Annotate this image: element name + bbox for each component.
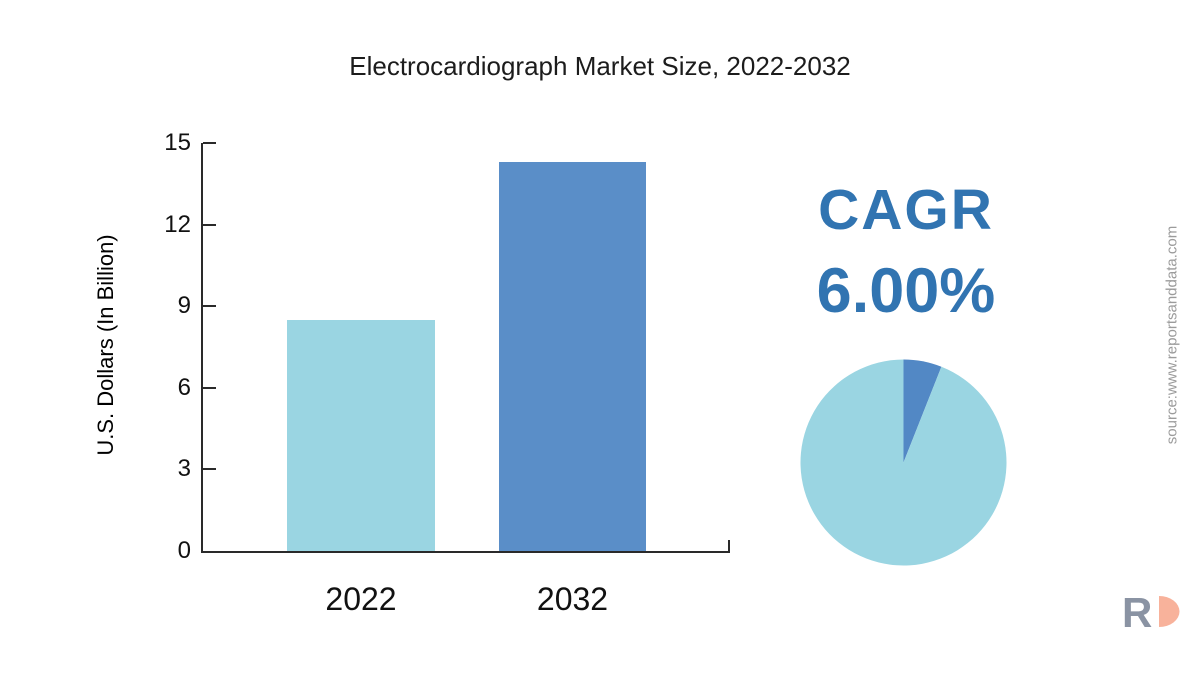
y-tick-label: 15 bbox=[164, 129, 191, 156]
y-tick-mark bbox=[203, 305, 216, 308]
pie-slice-cagr bbox=[903, 359, 942, 463]
cagr-label: CAGR bbox=[818, 178, 994, 242]
y-tick-label: 3 bbox=[177, 455, 191, 483]
y-tick-mark bbox=[203, 468, 216, 471]
source-attribution: source:www.reportsanddata.com bbox=[1163, 225, 1181, 445]
cagr-value: 6.00% bbox=[816, 256, 996, 326]
y-tick-mark bbox=[203, 223, 216, 226]
y-axis-title: U.S. Dollars (In Billion) bbox=[93, 234, 118, 456]
y-tick-label: 9 bbox=[177, 292, 191, 320]
bar-plot-area: 0 3 6 9 12 15 2022 2032 bbox=[164, 131, 730, 615]
reportsanddata-logo: R bbox=[1122, 595, 1180, 633]
logo-letter-d-icon bbox=[1159, 596, 1180, 627]
y-tick-mark bbox=[203, 386, 216, 389]
y-tick-mark bbox=[203, 142, 216, 144]
chart-title: Electrocardiograph Market Size, 2022-203… bbox=[349, 51, 851, 81]
x-axis-end-tick bbox=[728, 540, 730, 551]
y-tick-label: 6 bbox=[177, 373, 191, 401]
y-tick-label: 12 bbox=[164, 210, 191, 238]
bar-2022 bbox=[287, 319, 435, 551]
cagr-pie-chart bbox=[800, 359, 1007, 566]
y-tick-label: 0 bbox=[177, 537, 191, 564]
bar-2032 bbox=[499, 162, 646, 551]
logo-letter-r-icon: R bbox=[1122, 595, 1152, 633]
pie-slice-remaining bbox=[800, 359, 1007, 566]
cagr-block: CAGR 6.00% bbox=[776, 182, 1036, 323]
x-tick-label: 2022 bbox=[325, 581, 397, 617]
x-tick-label: 2032 bbox=[536, 581, 609, 617]
